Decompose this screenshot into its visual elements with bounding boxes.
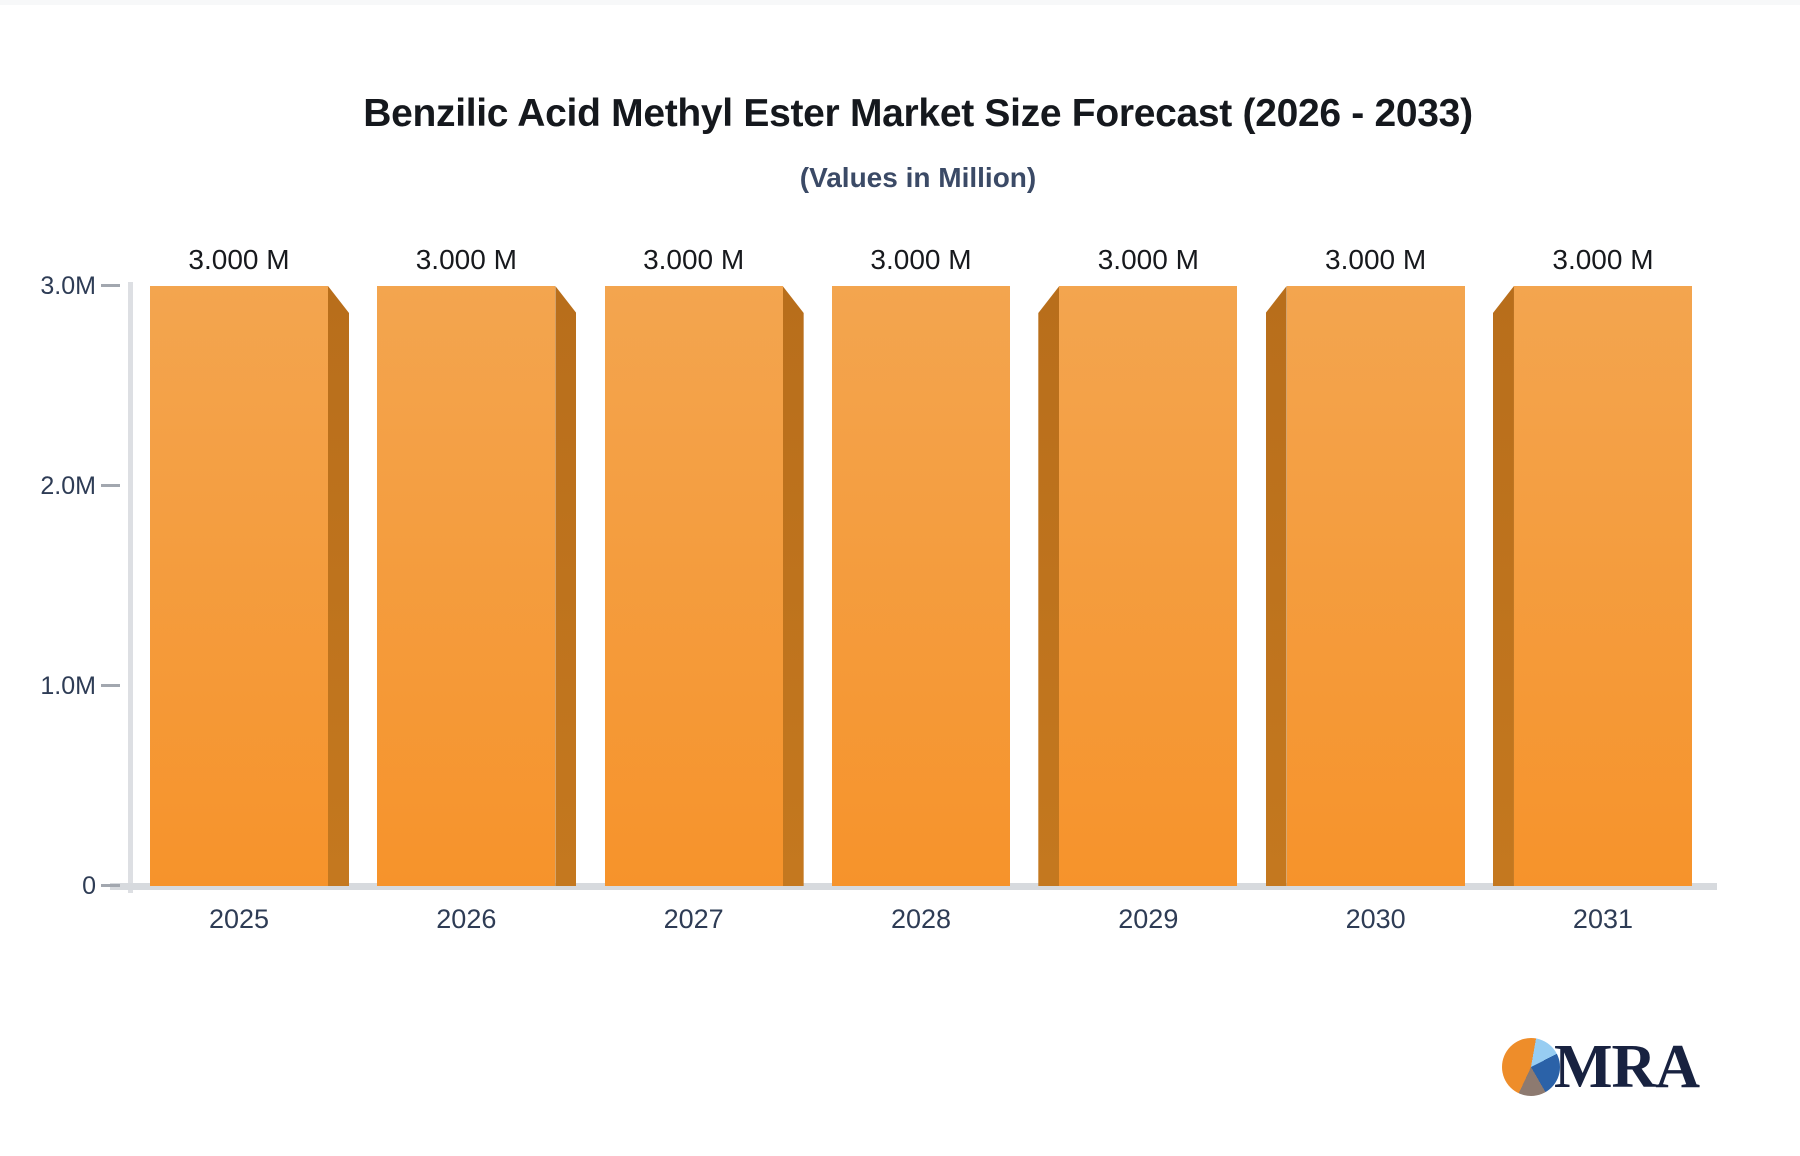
x-axis-label: 2026 [436, 904, 497, 934]
bar-side-face [1265, 286, 1287, 886]
page-top-edge [0, 0, 1800, 5]
bar[interactable] [1059, 286, 1238, 886]
y-axis-tick-mark [101, 884, 120, 887]
bar-side-face [1492, 286, 1514, 886]
bar-side-face [555, 286, 577, 886]
x-axis-line [110, 883, 1717, 890]
chart-title: Benzilic Acid Methyl Ester Market Size F… [363, 92, 1473, 135]
bar-value-label: 3.000 M [870, 244, 972, 275]
bar-side-face [782, 286, 804, 886]
y-axis-tick-mark [101, 684, 120, 687]
bar[interactable] [1286, 286, 1465, 886]
chart-header: Benzilic Acid Methyl Ester Market Size F… [0, 92, 1800, 194]
mra-logo: MRA [1502, 1033, 1700, 1101]
bar-value-label: 3.000 M [1325, 244, 1427, 275]
bar[interactable] [604, 286, 783, 886]
chart-subtitle: (Values in Million) [799, 162, 1037, 193]
y-axis-tick-mark [101, 484, 120, 487]
y-axis-tick-label: 3.0M [40, 272, 96, 300]
bar-side-face [1038, 286, 1060, 886]
mra-logo-text: MRA [1554, 1033, 1700, 1101]
bar[interactable] [1513, 286, 1692, 886]
x-axis-label: 2028 [890, 904, 952, 934]
bar[interactable] [150, 286, 328, 886]
bar-value-label: 3.000 M [188, 244, 290, 275]
bar-value-label: 3.000 M [415, 244, 517, 275]
y-axis-tick-label: 0 [82, 872, 96, 900]
x-axis-label: 2031 [1572, 904, 1633, 934]
bar[interactable] [831, 286, 1010, 886]
bar-value-label: 3.000 M [1097, 244, 1199, 275]
y-axis-line [128, 282, 133, 893]
x-axis-label: 2029 [1118, 904, 1179, 934]
y-axis-tick-label: 1.0M [40, 672, 96, 700]
x-axis-label: 2030 [1345, 904, 1406, 934]
x-axis-label: 2027 [663, 904, 724, 934]
mra-logo-pie-icon [1502, 1038, 1560, 1096]
x-axis-label: 2025 [208, 904, 270, 934]
y-axis-tick-mark [101, 284, 120, 287]
y-axis-tick-label: 2.0M [40, 472, 96, 500]
bar-side-face [328, 286, 349, 886]
bar-value-label: 3.000 M [1552, 244, 1654, 275]
bar-value-label: 3.000 M [643, 244, 745, 275]
bar[interactable] [377, 286, 556, 886]
